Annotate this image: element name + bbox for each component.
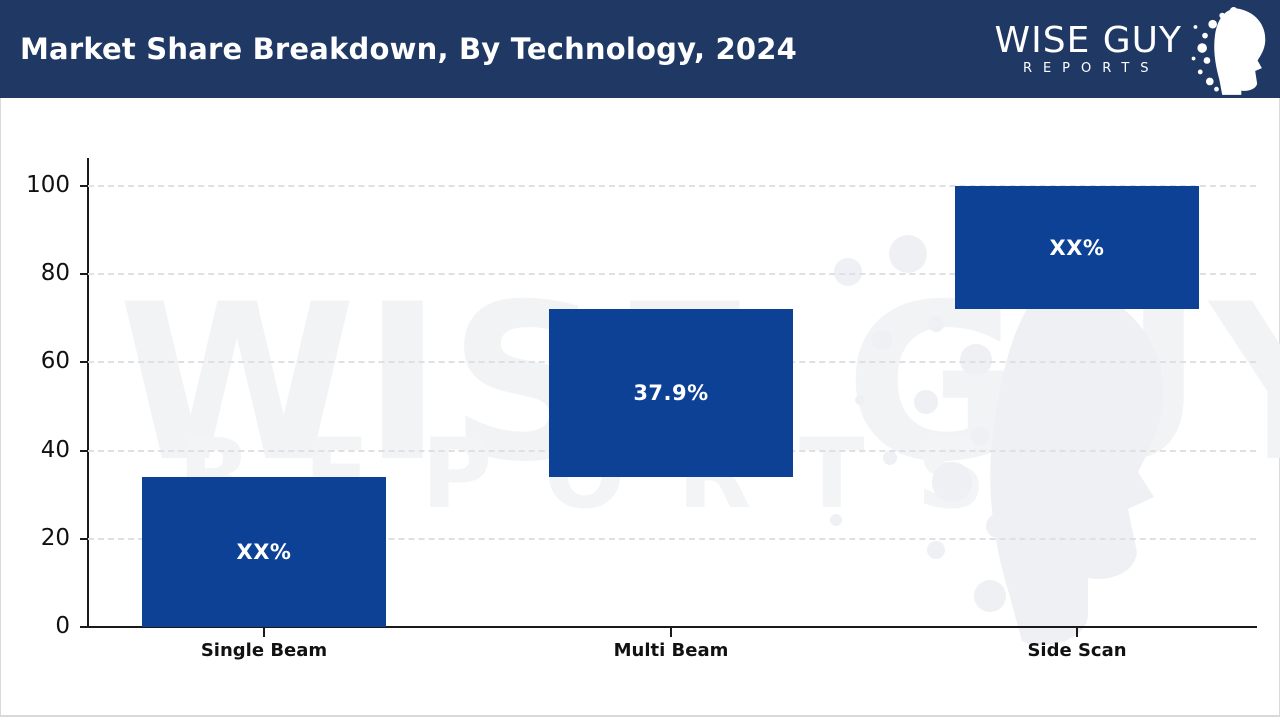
gridline-20: [88, 537, 1256, 540]
x-tick-1: [670, 628, 672, 637]
y-tick-100: [80, 185, 88, 187]
dotted-head-icon: [1191, 6, 1266, 95]
x-category-label-0: Single Beam: [200, 640, 328, 661]
gridline-100: [88, 185, 1256, 187]
header-band: Market Share Breakdown, By Technology, 2…: [0, 0, 1280, 98]
gridline-80: [88, 273, 1256, 276]
y-tick-label-100: 100: [26, 172, 70, 198]
x-axis-line: [87, 626, 1257, 628]
y-tick-40: [80, 449, 88, 452]
y-tick-60: [80, 361, 88, 364]
y-tick-20: [80, 537, 88, 540]
logo-subtitle: REPORTS: [1022, 61, 1160, 76]
y-tick-label-80: 80: [40, 260, 70, 287]
bar-single-beam: XX%: [142, 476, 386, 627]
x-tick-2: [1076, 628, 1078, 637]
bar-side-scan: XX%: [955, 186, 1199, 310]
y-tick-0: [80, 626, 88, 628]
wise-guy-logo: WISE GUY REPORTS: [995, 3, 1280, 95]
y-tick-80: [80, 273, 88, 276]
y-tick-label-20: 20: [40, 524, 70, 551]
y-axis-line: [87, 158, 89, 628]
x-category-label-1: Multi Beam: [613, 640, 729, 661]
y-tick-label-40: 40: [40, 436, 70, 463]
logo-name: WISE GUY: [994, 20, 1182, 61]
x-tick-0: [263, 628, 265, 637]
bar-value-label: XX%: [1049, 235, 1105, 260]
chart-title: Market Share Breakdown, By Technology, 2…: [20, 32, 798, 66]
x-category-label-2: Side Scan: [1027, 640, 1127, 661]
y-tick-label-0: 0: [55, 613, 70, 639]
bar-multi-beam: 37.9%: [549, 309, 793, 477]
bar-value-label: 37.9%: [633, 381, 709, 406]
bar-value-label: XX%: [236, 539, 292, 564]
y-tick-label-60: 60: [40, 348, 70, 375]
logo-text: WISE GUY REPORTS: [994, 20, 1183, 76]
